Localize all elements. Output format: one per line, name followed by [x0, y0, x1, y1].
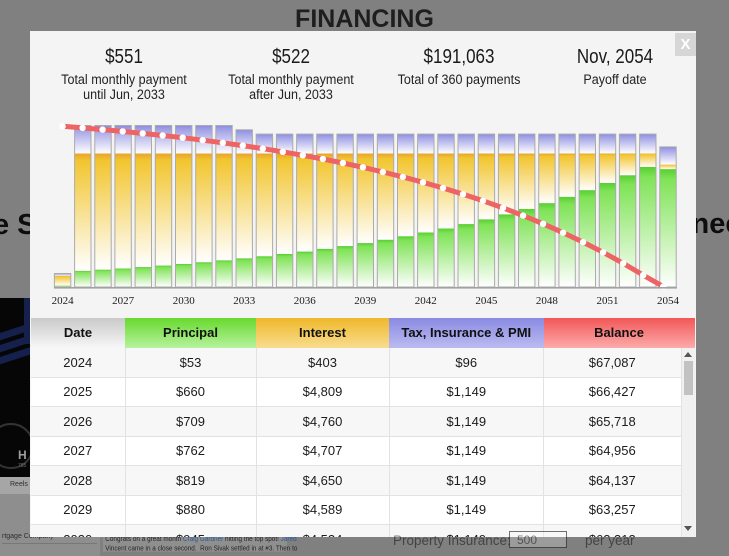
svg-text:2036: 2036 — [294, 295, 317, 307]
svg-text:2045: 2045 — [475, 295, 498, 307]
svg-text:2042: 2042 — [415, 295, 437, 307]
svg-text:2033: 2033 — [233, 295, 256, 307]
svg-text:2039: 2039 — [354, 295, 377, 307]
svg-text:2030: 2030 — [173, 295, 196, 307]
svg-text:2024: 2024 — [52, 295, 75, 307]
svg-text:2027: 2027 — [112, 295, 135, 307]
svg-text:2051: 2051 — [597, 295, 619, 307]
svg-text:2048: 2048 — [536, 295, 559, 307]
svg-text:2054: 2054 — [657, 295, 680, 307]
